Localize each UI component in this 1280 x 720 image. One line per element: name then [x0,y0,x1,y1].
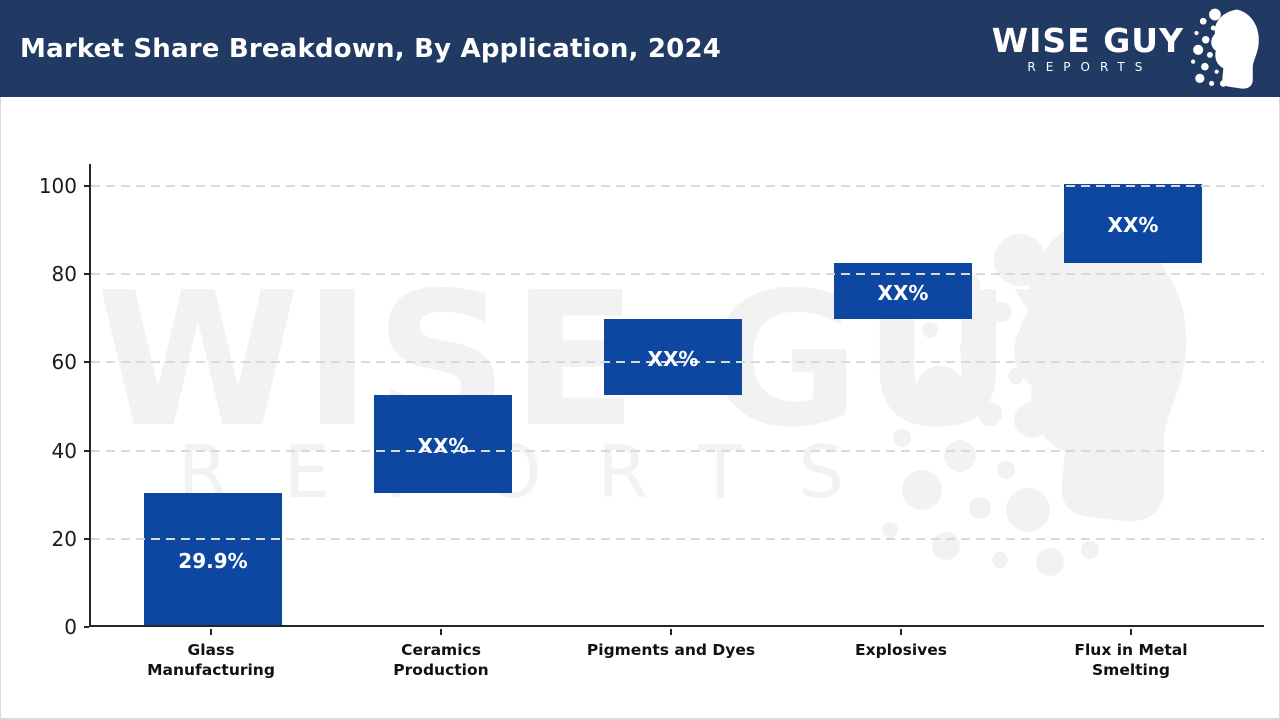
y-axis-tick-mark [84,273,89,276]
x-axis-category-label: Flux in Metal Smelting [1016,640,1246,680]
y-axis-tick-mark [84,537,89,540]
bar-value-label: XX% [1107,213,1159,238]
x-axis-category-label: Pigments and Dyes [556,640,786,660]
x-axis-tick-mark [440,629,442,635]
gridline-y60 [91,361,1264,364]
x-axis-category-label: Glass Manufacturing [96,640,326,680]
y-axis-tick-label: 40 [51,438,77,463]
y-axis-tick-mark [84,185,89,188]
y-axis-tick-label: 20 [51,526,77,551]
logo-reports-label: REPORTS [1027,59,1153,74]
x-axis-category-label: Explosives [786,640,1016,660]
bar-segment-2 [374,394,512,494]
logo-head-icon [1191,8,1259,89]
y-axis-tick-label: 80 [51,262,77,287]
x-axis-category-label-line: Glass [187,641,235,659]
bar-value-label: XX% [417,433,469,458]
wise-guy-reports-logo: WISE GUY REPORTS [992,6,1262,92]
y-axis-tick-mark [84,626,89,628]
y-axis-tick-label: 60 [51,350,77,375]
x-axis-category-label-line: Pigments and Dyes [586,641,756,659]
chart-title: Market Share Breakdown, By Application, … [20,33,722,64]
x-axis-category-label-line: Explosives [854,641,948,659]
x-axis-category-label: Ceramics Production [326,640,556,680]
y-axis-tick-mark [84,361,89,364]
x-axis-category-label-line: Manufacturing [147,661,275,679]
x-axis-category-label-line: Production [393,661,489,679]
bar-segment-1 [144,493,282,625]
x-axis-tick-mark [670,629,672,635]
gridline-y80 [91,273,1264,276]
bar-value-label: XX% [647,346,699,371]
logo-text: WISE GUY REPORTS [992,24,1184,74]
x-axis-tick-mark [900,629,902,635]
y-axis-tick-label: 0 [64,615,77,639]
x-axis-category-label-line: Smelting [1092,661,1170,679]
gridline-y20 [91,537,1264,540]
x-axis-category-label-line: Ceramics [401,641,481,659]
bar-segment-4 [834,262,972,319]
plot-area: 29.9% XX% XX% XX% XX% [89,164,1264,627]
header-bar: Market Share Breakdown, By Application, … [0,0,1280,97]
y-axis-tick-mark [84,449,89,452]
bar-value-label: 29.9% [178,549,248,574]
y-axis-tick-label: 100 [38,174,77,199]
x-axis-category-label-line: Flux in Metal [1074,641,1188,659]
bar-segment-3 [604,318,742,395]
logo-wiseguy-label: WISE GUY [991,20,1184,60]
x-axis-tick-mark [210,629,212,635]
gridline-y40 [91,449,1264,452]
x-axis-tick-mark [1130,629,1132,635]
bar-value-label: XX% [877,280,929,305]
gridline-y100 [91,185,1264,188]
